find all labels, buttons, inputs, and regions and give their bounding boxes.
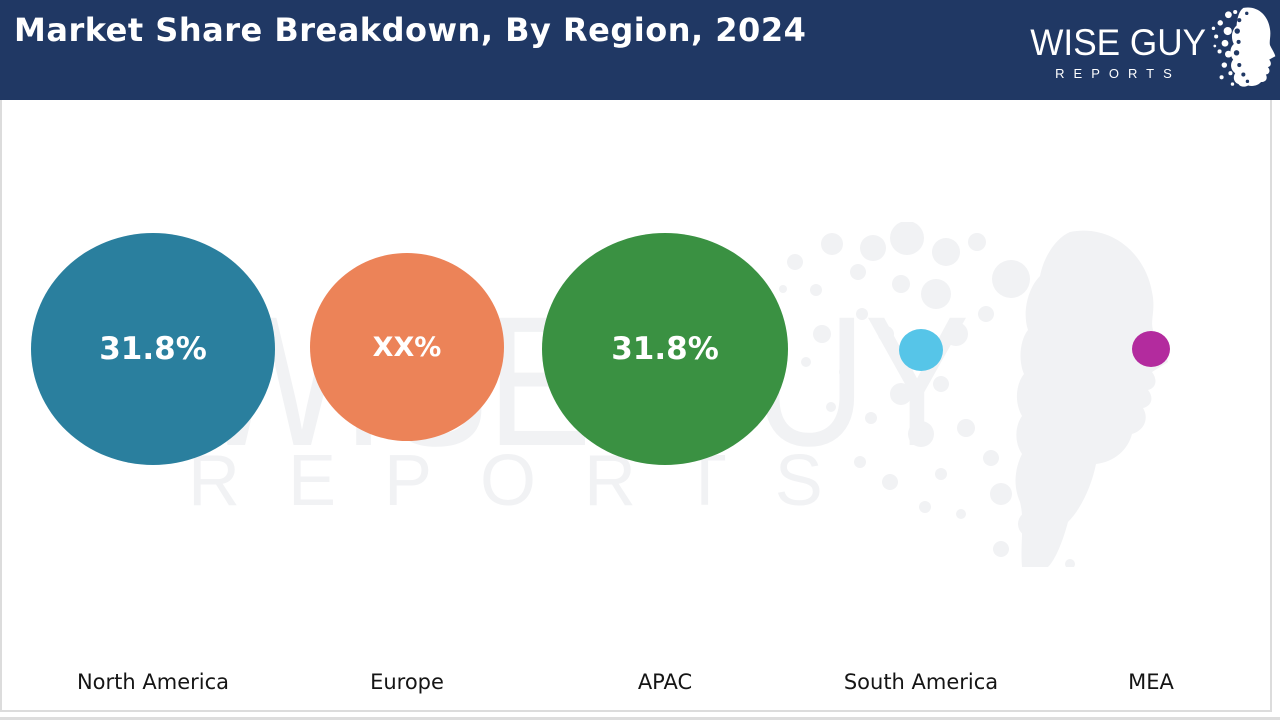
logo-wordmark: WISE GUY [1030,22,1206,63]
category-label-apac: APAC [637,670,693,694]
category-label-south-america: South America [843,670,999,694]
bubble-north-america: 31.8% [31,233,275,465]
logo-text: WISE GUY REPORTS [1021,22,1206,81]
bubble-chart: WISE GUY REPORTS 31.8%XX%31.8% North Ame… [0,96,1280,720]
bubble-value-label: 31.8% [611,331,719,367]
category-label-europe: Europe [370,670,444,694]
slide-bottom-edge [0,717,1280,720]
bubble-value-label: 31.8% [99,331,207,367]
category-label-mea: MEA [1128,670,1174,694]
wiseguy-head-icon [1211,7,1276,87]
bubble-mea [1132,331,1170,367]
bubble-europe: XX% [310,253,504,441]
watermark-subtitle: REPORTS [188,441,871,521]
bubble-value-label: XX% [372,331,442,363]
logo-subtitle: REPORTS [1055,66,1181,81]
brand-logo: WISE GUY REPORTS [1021,4,1276,88]
watermark-head-icon [779,222,1168,567]
category-label-north-america: North America [76,670,230,694]
bubble-apac: 31.8% [542,233,788,465]
page-title: Market Share Breakdown, By Region, 2024 [14,11,807,49]
header-bar: Market Share Breakdown, By Region, 2024 … [0,0,1280,100]
bubble-south-america [899,329,943,371]
